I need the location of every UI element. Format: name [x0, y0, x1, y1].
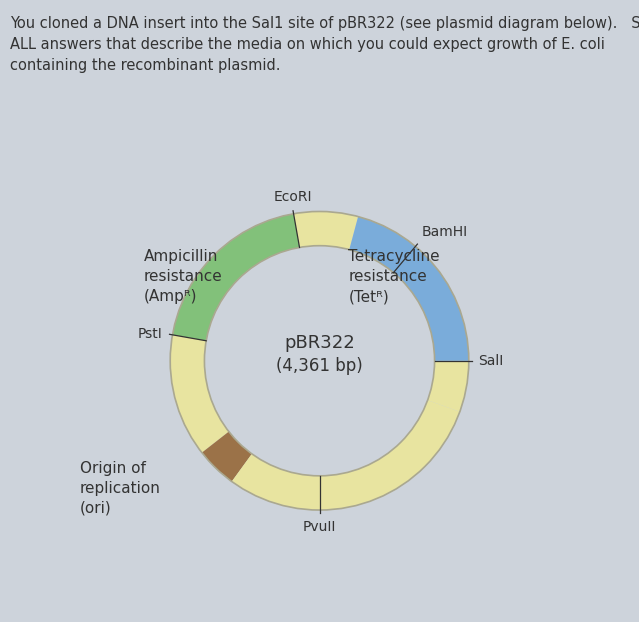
Wedge shape [202, 432, 252, 481]
Text: BamHI: BamHI [422, 225, 468, 239]
Text: PstI: PstI [138, 327, 162, 341]
Text: You cloned a DNA insert into the Sal1 site of pBR322 (see plasmid diagram below): You cloned a DNA insert into the Sal1 si… [10, 16, 639, 73]
Wedge shape [232, 400, 460, 510]
Wedge shape [293, 211, 358, 249]
Text: PvuII: PvuII [303, 519, 336, 534]
Text: Origin of
replication
(ori): Origin of replication (ori) [80, 461, 161, 516]
Text: Ampicillin
resistance
(Ampᴿ): Ampicillin resistance (Ampᴿ) [144, 249, 222, 304]
Text: EcoRI: EcoRI [273, 190, 312, 204]
Text: pBR322: pBR322 [284, 334, 355, 352]
Wedge shape [350, 216, 469, 361]
Wedge shape [427, 361, 469, 412]
Wedge shape [170, 335, 229, 453]
Text: SalI: SalI [478, 354, 504, 368]
Wedge shape [173, 214, 300, 341]
Text: Tetracycline
resistance
(Tetᴿ): Tetracycline resistance (Tetᴿ) [348, 249, 440, 304]
Text: (4,361 bp): (4,361 bp) [276, 357, 363, 375]
